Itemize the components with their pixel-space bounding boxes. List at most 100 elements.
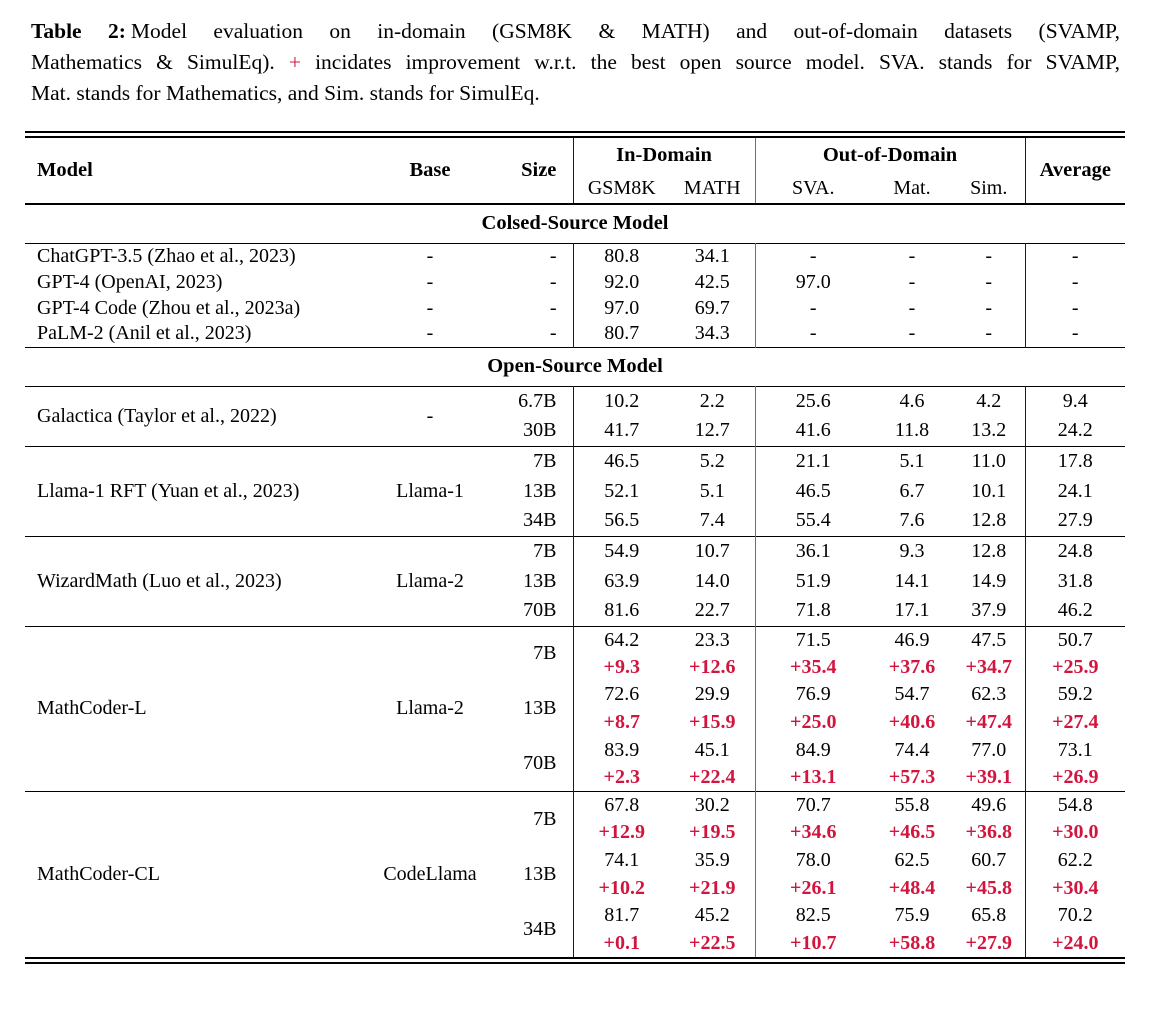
table-row: 13B 52.1 5.1 46.5 6.7 10.1 24.1 <box>25 476 1126 506</box>
col-header-average: Average <box>1024 138 1126 204</box>
col-header-base: Base <box>409 159 451 181</box>
mat-cell: 55.8 <box>894 794 930 817</box>
math-delta-cell: +12.6 <box>689 655 736 678</box>
model-group: GPT-4 Code (Zhou et al., 2023a) - -97.0 69.… <box>25 295 1126 321</box>
caption-text: Model evaluation on in-domain (GSM8K & M… <box>130 19 1121 43</box>
mat-delta-cell: +46.5 <box>888 821 936 844</box>
size-cell: 13B <box>523 569 557 592</box>
section-title-row: Colsed-Source Model <box>25 204 1125 243</box>
sva-cell: 84.9 <box>754 736 871 764</box>
size-cell: - <box>549 244 557 267</box>
size-cell: - <box>549 322 557 345</box>
results-table: Model Base Size In-Domain Out-of-Domain … <box>25 138 1126 958</box>
average-cell: - <box>1024 243 1126 269</box>
table-row: MathCoder-CL CodeLlama 7B 67.8 30.2 70.7 55.8 4… <box>25 791 1126 885</box>
size-cell: 13B <box>523 479 557 502</box>
model-name-cell: Llama-1 RFT (Yuan et al., 2023) <box>37 479 300 502</box>
average-cell: 62.2 <box>1024 846 1126 875</box>
model-name-cell: MathCoder-L <box>37 697 147 720</box>
table-caption: Table 2: Model evaluation on in-domain (G… <box>31 16 1120 109</box>
base-cell: Llama-2 <box>396 697 464 720</box>
table-row: 13B 63.9 14.0 51.9 14.1 14.9 31.8 <box>25 566 1126 596</box>
sva-cell: 21.1 <box>754 446 871 476</box>
model-name-cell: Galactica (Taylor et al., 2022) <box>37 404 277 427</box>
sim-cell: 12.8 <box>971 539 1007 562</box>
col-header-in-domain: In-Domain <box>572 138 755 173</box>
size-cell: 7B <box>533 642 557 665</box>
gsm8k-delta-cell: +10.2 <box>572 874 670 902</box>
gsm8k-cell: 67.8 <box>572 791 670 820</box>
gsm8k-cell: 83.9 <box>572 736 670 764</box>
table-row: 34B 81.7 45.2 82.5 75.9 65.8 70.2 <box>25 901 1126 940</box>
sim-delta-cell: +36.8 <box>965 821 1012 844</box>
average-delta-cell: +26.9 <box>1024 763 1126 792</box>
math-cell: 23.3 <box>694 628 730 651</box>
table-top-rule <box>25 131 1125 138</box>
section-title-row: Open-Source Model <box>25 347 1125 386</box>
sva-delta-cell: +26.1 <box>754 874 871 902</box>
average-cell: 24.1 <box>1024 476 1126 506</box>
average-cell: - <box>1024 295 1126 321</box>
sim-cell: - <box>985 296 993 319</box>
mat-cell: 17.1 <box>894 599 930 622</box>
sim-cell: 37.9 <box>971 599 1007 622</box>
caption-text: Mathematics & SimulEq). <box>31 50 289 74</box>
table-row: 30B 41.7 12.7 41.6 11.8 13.2 24.2 <box>25 416 1126 446</box>
sva-cell: 46.5 <box>754 476 871 506</box>
size-cell: - <box>549 296 557 319</box>
table-row: 70B 83.9 45.1 84.9 74.4 77.0 73.1 <box>25 736 1126 774</box>
gsm8k-cell: 81.6 <box>572 596 670 626</box>
delta-row: +10.2 +21.9 +26.1 +48.4 +45.8 +30.4 <box>25 874 1126 902</box>
sva-delta-cell: +13.1 <box>754 763 871 792</box>
math-delta-cell: +15.9 <box>689 711 736 734</box>
gsm8k-cell: 81.7 <box>572 901 670 930</box>
section-header: Open-Source Model <box>25 347 1126 386</box>
base-cell: - <box>426 404 434 427</box>
gsm8k-cell: 92.0 <box>572 269 670 295</box>
math-cell: 42.5 <box>694 270 730 293</box>
average-delta-cell: +27.4 <box>1024 708 1126 737</box>
model-group: Llama-1 RFT (Yuan et al., 2023) Llama-1 7B… <box>25 446 1126 536</box>
base-cell: Llama-2 <box>396 569 464 592</box>
math-cell: 45.1 <box>694 738 730 761</box>
size-cell: 13B <box>523 862 557 885</box>
model-name-cell: GPT-4 Code (Zhou et al., 2023a) <box>37 296 301 319</box>
sva-cell: 51.9 <box>754 566 871 596</box>
mat-cell: 14.1 <box>894 569 930 592</box>
table-row: ChatGPT-3.5 (Zhao et al., 2023) - -80.8 34.… <box>25 243 1126 269</box>
model-name-cell: PaLM-2 (Anil et al., 2023) <box>37 322 252 345</box>
size-cell: 70B <box>523 752 557 775</box>
sva-cell: - <box>754 243 871 269</box>
sim-delta-cell: +27.9 <box>965 931 1012 954</box>
math-delta-cell: +22.4 <box>689 766 736 789</box>
gsm8k-cell: 64.2 <box>572 626 670 654</box>
mat-cell: - <box>908 270 916 293</box>
table-row: Galactica (Taylor et al., 2022) - 6.7B 10.2… <box>25 386 1126 427</box>
average-delta-cell: +30.4 <box>1024 874 1126 902</box>
mat-cell: 4.6 <box>899 389 925 412</box>
size-cell: 34B <box>523 509 557 532</box>
gsm8k-cell: 52.1 <box>572 476 670 506</box>
average-delta-cell: +30.0 <box>1024 819 1126 847</box>
table-row: GPT-4 (OpenAI, 2023) - -92.0 42.5 97.0- - - <box>25 269 1126 295</box>
sim-delta-cell: +45.8 <box>965 876 1012 899</box>
math-cell: 2.2 <box>699 389 725 412</box>
math-cell: 34.1 <box>694 244 730 267</box>
table-row: 34B 56.5 7.4 55.4 7.6 12.8 27.9 <box>25 506 1126 536</box>
base-cell: CodeLlama <box>383 863 477 886</box>
gsm8k-cell: 10.2 <box>572 386 670 416</box>
delta-row: +12.9 +19.5 +34.6 +46.5 +36.8 +30.0 <box>25 819 1126 847</box>
caption-label: Table 2: <box>31 19 126 43</box>
delta-row: +2.3 +22.4 +13.1 +57.3 +39.1 +26.9 <box>25 763 1126 792</box>
sva-cell: 70.7 <box>754 791 871 820</box>
gsm8k-cell: 72.6 <box>572 681 670 709</box>
sva-cell: 25.6 <box>754 386 871 416</box>
size-cell: 7B <box>533 539 557 562</box>
sim-cell: 77.0 <box>971 738 1007 761</box>
average-cell: 70.2 <box>1024 901 1126 930</box>
mat-cell: 9.3 <box>899 539 925 562</box>
sim-cell: 62.3 <box>971 683 1007 706</box>
sva-delta-cell: +35.4 <box>754 653 871 682</box>
sim-delta-cell: +39.1 <box>965 766 1012 789</box>
mat-cell: - <box>908 296 916 319</box>
